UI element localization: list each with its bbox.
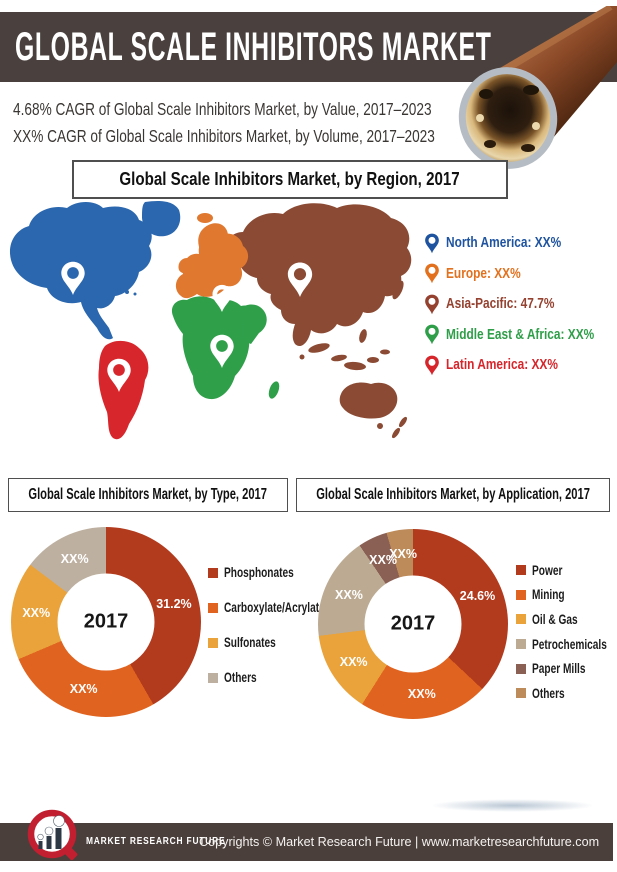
legend-label: Carboxylate/Acrylate: [224, 600, 325, 615]
slice-label: 31.2%: [156, 596, 192, 611]
scale-deposit: [523, 85, 539, 95]
slice-label: XX%: [22, 606, 51, 621]
continent-latin-america: [98, 340, 149, 440]
legend-item-phosphonates: Phosphonates: [208, 555, 358, 590]
legend-swatch: [208, 637, 218, 648]
region-legend-item-middle-east-africa: Middle East & Africa: XX%: [424, 320, 617, 351]
brand-name: MARKET RESEARCH FUTURE: [86, 835, 226, 847]
region-legend-label: Middle East & Africa: XX%: [446, 326, 595, 343]
continent-asia-pacific: [224, 203, 412, 439]
legend-item-petrochemicals: Petrochemicals: [516, 632, 617, 657]
legend-swatch: [516, 688, 526, 699]
slice-label: XX%: [369, 553, 397, 568]
scale-deposit: [479, 89, 493, 99]
footer-swoosh-shadow: [430, 799, 595, 812]
location-pin-icon: [425, 233, 439, 253]
region-legend-label: Latin America: XX%: [446, 357, 558, 374]
legend-label: Oil & Gas: [532, 611, 578, 627]
legend-item-others-type: Others: [208, 660, 358, 695]
application-donut-chart: 2017 24.6% XX% XX% XX% XX% XX%: [318, 529, 508, 719]
cagr-subtitles: 4.68% CAGR of Global Scale Inhibitors Ma…: [13, 96, 554, 150]
scale-deposit: [476, 114, 484, 122]
location-pin-icon: [425, 294, 439, 314]
region-section-title: Global Scale Inhibitors Market, by Regio…: [119, 169, 461, 189]
footer-bar: [0, 823, 613, 861]
legend-swatch: [208, 567, 218, 578]
location-pin-icon: [425, 355, 439, 375]
legend-swatch: [516, 639, 526, 650]
slice-label: XX%: [69, 681, 98, 696]
logo-bar: [38, 841, 43, 849]
page-title: GLOBAL SCALE INHIBITORS MARKET: [15, 25, 492, 69]
application-section-title-box: Global Scale Inhibitors Market, by Appli…: [296, 478, 610, 512]
logo-bar: [46, 836, 52, 849]
legend-item-paper-mills: Paper Mills: [516, 656, 617, 681]
location-pin-icon: [425, 263, 439, 284]
logo-head: [53, 815, 65, 827]
slice-label: XX%: [407, 686, 436, 701]
slice-label: XX%: [339, 654, 368, 669]
market-research-future-logo: [27, 809, 78, 861]
slice-label: 24.6%: [459, 589, 496, 604]
legend-label: Others: [532, 685, 565, 701]
region-legend-label: North America: XX%: [446, 235, 562, 252]
legend-swatch: [516, 663, 526, 674]
continent-north-america: [9, 200, 181, 340]
application-legend: Power Mining Oil & Gas Petrochemicals Pa…: [516, 558, 617, 706]
legend-item-power: Power: [516, 558, 617, 583]
world-map: [9, 200, 412, 440]
legend-label: Paper Mills: [532, 661, 586, 677]
region-legend-label: Asia-Pacific: 47.7%: [446, 296, 555, 313]
type-donut-chart: 2017 31.2% XX% XX% XX%: [11, 527, 201, 717]
copyright-text: Copyrights © Market Research Future | ww…: [199, 834, 600, 849]
legend-item-sulfonates: Sulfonates: [208, 625, 358, 660]
region-section-title-box: Global Scale Inhibitors Market, by Regio…: [72, 160, 508, 199]
scale-deposit: [484, 140, 496, 148]
donut-center-label: 2017: [364, 575, 462, 673]
legend-swatch: [516, 589, 526, 600]
slice-label: XX%: [389, 547, 417, 562]
legend-item-others-application: Others: [516, 681, 617, 706]
donut-center-label: 2017: [57, 573, 155, 671]
region-legend: North America: XX% Europe: XX% Asia-Paci…: [424, 228, 617, 381]
legend-label: Petrochemicals: [532, 636, 607, 652]
region-legend-item-asia-pacific: Asia-Pacific: 47.7%: [424, 289, 617, 320]
logo-bar: [55, 828, 62, 849]
region-legend-item-north-america: North America: XX%: [424, 228, 617, 259]
legend-swatch: [208, 672, 218, 683]
legend-label: Mining: [532, 587, 565, 603]
slice-label: XX%: [335, 588, 363, 603]
legend-label: Sulfonates: [224, 635, 276, 650]
scale-deposit: [532, 122, 540, 130]
logo-head: [44, 826, 54, 836]
legend-label: Phosphonates: [224, 565, 294, 580]
region-legend-item-europe: Europe: XX%: [424, 259, 617, 290]
type-legend: Phosphonates Carboxylate/Acrylate Sulfon…: [208, 555, 358, 695]
cagr-volume-line: XX% CAGR of Global Scale Inhibitors Mark…: [13, 126, 435, 146]
logo-head: [37, 833, 44, 841]
type-section-title-box: Global Scale Inhibitors Market, by Type,…: [8, 478, 288, 512]
legend-item-carboxylate-acrylate: Carboxylate/Acrylate: [208, 590, 358, 625]
legend-swatch: [208, 602, 218, 613]
legend-label: Power: [532, 562, 563, 578]
region-legend-item-latin-america: Latin America: XX%: [424, 350, 617, 381]
legend-swatch: [516, 614, 526, 625]
legend-item-oil-gas: Oil & Gas: [516, 607, 617, 632]
continent-europe: [175, 213, 249, 299]
legend-label: Others: [224, 670, 257, 685]
slice-label: XX%: [60, 552, 89, 567]
scale-deposit: [521, 144, 535, 152]
legend-swatch: [516, 565, 526, 576]
header-bar: GLOBAL SCALE INHIBITORS MARKET: [0, 12, 617, 82]
type-section-title: Global Scale Inhibitors Market, by Type,…: [28, 486, 268, 503]
location-pin-icon: [425, 324, 439, 345]
application-section-title: Global Scale Inhibitors Market, by Appli…: [316, 486, 590, 503]
cagr-value-line: 4.68% CAGR of Global Scale Inhibitors Ma…: [13, 99, 432, 119]
legend-item-mining: Mining: [516, 583, 617, 608]
region-legend-label: Europe: XX%: [446, 265, 521, 282]
corroded-pipe-image: [458, 6, 617, 169]
continent-middle-east-africa: [171, 296, 280, 400]
